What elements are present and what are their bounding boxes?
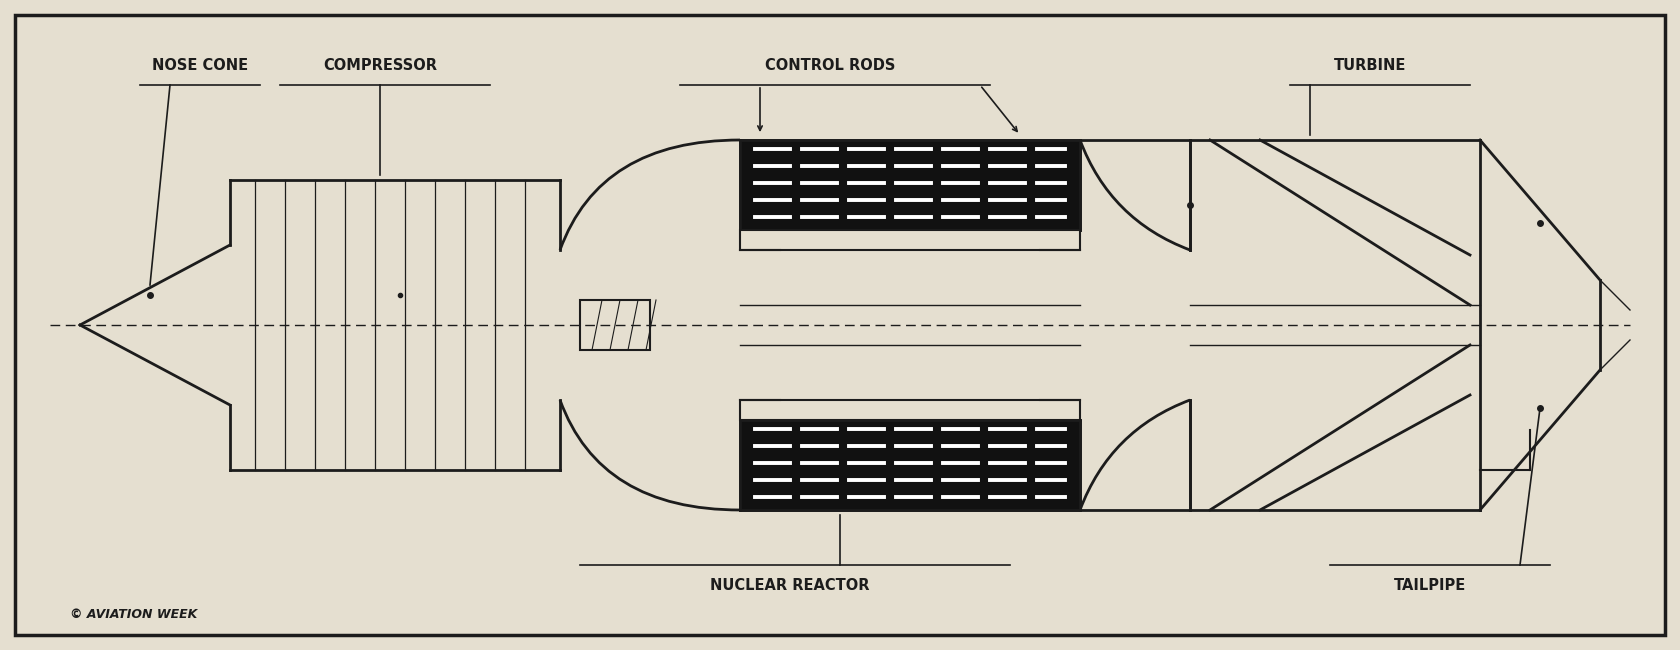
Text: TURBINE: TURBINE [1334, 57, 1406, 73]
Bar [739, 140, 1080, 230]
Text: © AVIATION WEEK: © AVIATION WEEK [71, 608, 197, 621]
Text: COMPRESSOR: COMPRESSOR [323, 57, 437, 73]
Bar [739, 230, 1080, 250]
Text: TAILPIPE: TAILPIPE [1394, 577, 1467, 593]
Bar [580, 300, 650, 350]
Text: NOSE CONE: NOSE CONE [151, 57, 249, 73]
Text: NUCLEAR REACTOR: NUCLEAR REACTOR [711, 577, 870, 593]
Text: CONTROL RODS: CONTROL RODS [764, 57, 895, 73]
Bar [739, 420, 1080, 510]
Bar [739, 400, 1080, 420]
